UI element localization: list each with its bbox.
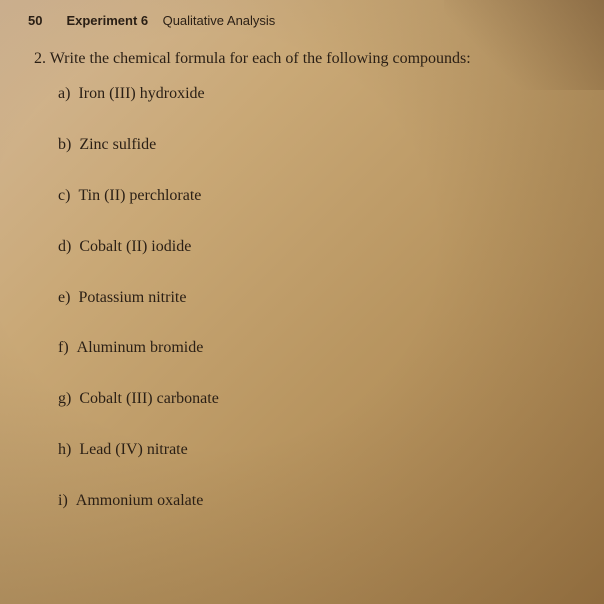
experiment-label: Experiment 6 [66, 13, 148, 28]
page-content: 50 Experiment 6 Qualitative Analysis 2. … [0, 0, 604, 562]
item-text: Lead (IV) nitrate [79, 441, 187, 458]
list-item: i) Ammonium oxalate [58, 491, 576, 512]
list-item: g) Cobalt (III) carbonate [58, 389, 576, 410]
item-label: h) [58, 441, 71, 458]
item-text: Potassium nitrite [78, 289, 186, 306]
list-item: d) Cobalt (II) iodide [58, 237, 576, 258]
item-text: Aluminum bromide [77, 339, 204, 356]
experiment-title: Qualitative Analysis [163, 13, 276, 28]
list-item: f) Aluminum bromide [58, 338, 576, 359]
item-label: a) [58, 85, 70, 102]
item-label: f) [58, 339, 69, 356]
item-text: Iron (III) hydroxide [78, 85, 204, 102]
item-label: c) [58, 187, 70, 204]
list-item: e) Potassium nitrite [58, 288, 576, 309]
item-label: g) [58, 390, 71, 407]
item-label: e) [58, 289, 70, 306]
question-prompt: 2. Write the chemical formula for each o… [34, 48, 576, 70]
list-item: a) Iron (III) hydroxide [58, 84, 576, 105]
experiment-heading: Experiment 6 Qualitative Analysis [66, 12, 275, 30]
list-item: h) Lead (IV) nitrate [58, 440, 576, 461]
item-label: b) [58, 136, 71, 153]
item-text: Cobalt (III) carbonate [79, 390, 218, 407]
page-number: 50 [28, 13, 42, 28]
item-text: Ammonium oxalate [76, 492, 204, 509]
question-text: Write the chemical formula for each of t… [50, 50, 471, 67]
item-text: Zinc sulfide [79, 136, 156, 153]
item-label: d) [58, 238, 71, 255]
item-text: Cobalt (II) iodide [79, 238, 191, 255]
list-item: b) Zinc sulfide [58, 135, 576, 156]
item-text: Tin (II) perchlorate [78, 187, 201, 204]
items-list: a) Iron (III) hydroxide b) Zinc sulfide … [58, 84, 576, 511]
question-number: 2. [34, 50, 46, 67]
page-header: 50 Experiment 6 Qualitative Analysis [28, 12, 576, 30]
list-item: c) Tin (II) perchlorate [58, 186, 576, 207]
item-label: i) [58, 492, 68, 509]
